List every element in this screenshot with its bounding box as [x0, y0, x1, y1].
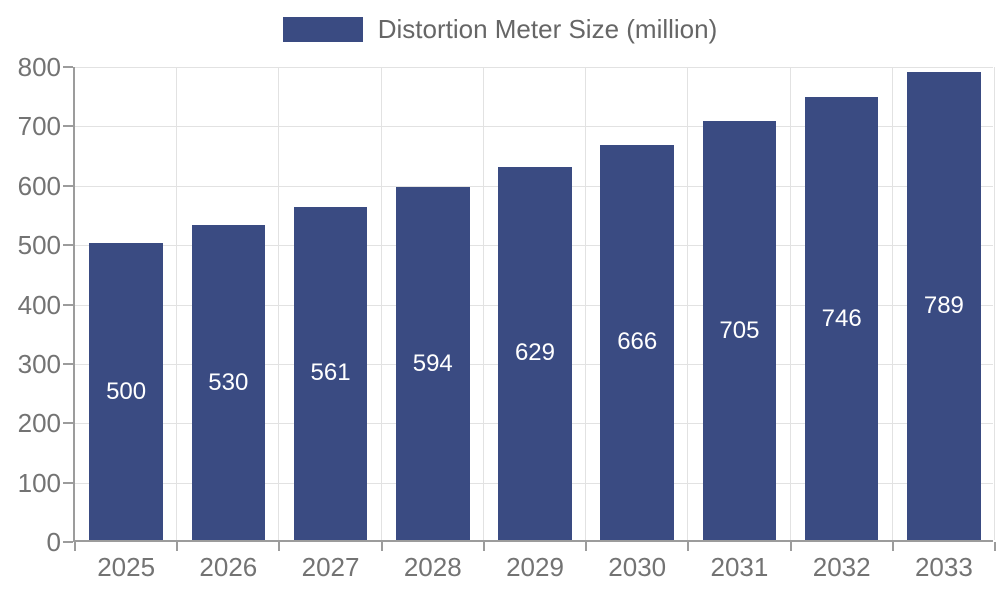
y-axis-tick: [63, 244, 73, 247]
gridline-vertical: [994, 67, 995, 540]
x-tick-label: 2026: [199, 552, 258, 582]
x-tick-label: 2029: [506, 552, 564, 582]
plot-area: 0 100 200 300 400 500 600 700 800 500 2025 530 2026 5…: [18, 54, 996, 580]
gridline-vertical: [789, 67, 791, 540]
x-axis-tick: [278, 542, 281, 551]
bar-value-label: 629: [514, 339, 555, 367]
gridline-vertical: [278, 67, 280, 540]
y-tick-label: 100: [17, 467, 61, 498]
y-tick-label: 0: [46, 527, 61, 557]
x-axis-tick: [994, 542, 996, 551]
x-tick-label: 2031: [710, 552, 769, 582]
gridline-vertical: [891, 67, 893, 540]
bar[interactable]: 666: [600, 144, 675, 540]
legend-item[interactable]: Distortion Meter Size (million): [0, 16, 1000, 42]
gridline-vertical: [482, 67, 484, 540]
y-axis-tick: [63, 66, 73, 68]
y-tick-label: 800: [17, 52, 61, 82]
x-tick-label: 2028: [403, 552, 462, 582]
gridline-horizontal: [75, 67, 993, 68]
gridline-vertical: [687, 67, 689, 540]
bar[interactable]: 500: [89, 243, 163, 540]
y-axis-tick: [63, 125, 73, 128]
x-axis-tick: [891, 542, 894, 551]
gridline-horizontal: [75, 126, 993, 128]
x-axis-tick: [585, 542, 588, 551]
y-tick-label: 400: [17, 289, 61, 320]
bar-value-label: 666: [617, 328, 658, 356]
x-tick-label: 2025: [97, 552, 156, 582]
x-tick-label: 2030: [608, 552, 667, 582]
bar-value-label: 789: [923, 291, 964, 319]
y-axis-tick: [63, 541, 73, 543]
bar-value-label: 500: [106, 377, 147, 405]
x-tick-label: 2033: [914, 552, 973, 582]
y-axis-tick: [63, 303, 73, 306]
gridline-vertical: [176, 67, 178, 540]
bar[interactable]: 629: [498, 166, 572, 540]
y-axis-tick: [63, 184, 73, 187]
y-tick-label: 700: [17, 111, 61, 142]
bar[interactable]: 746: [804, 97, 879, 540]
bar[interactable]: 789: [907, 71, 981, 540]
y-axis-tick: [63, 481, 73, 484]
gridline-vertical: [380, 67, 382, 540]
bar-value-label: 561: [310, 359, 351, 387]
bar-value-label: 705: [719, 316, 760, 344]
x-tick-label: 2027: [301, 552, 360, 582]
legend-label: Distortion Meter Size (million): [377, 14, 718, 44]
y-tick-label: 300: [17, 348, 61, 379]
gridline-vertical: [585, 67, 587, 540]
bar[interactable]: 530: [191, 225, 266, 540]
bar-value-label: 746: [821, 304, 862, 332]
legend-swatch: [282, 16, 363, 42]
bar[interactable]: 561: [293, 206, 368, 540]
bar-value-label: 530: [208, 368, 249, 396]
x-axis-tick: [482, 542, 485, 551]
y-axis-tick: [63, 422, 73, 425]
y-tick-label: 200: [17, 408, 61, 439]
x-axis-tick: [176, 542, 179, 551]
bar[interactable]: 705: [702, 121, 777, 540]
bar[interactable]: 594: [395, 187, 470, 540]
bar-value-label: 594: [412, 349, 453, 377]
x-tick-label: 2032: [812, 552, 871, 582]
y-tick-label: 500: [17, 230, 61, 261]
x-axis-tick: [687, 542, 690, 551]
x-axis-tick: [789, 542, 792, 551]
x-axis-tick: [74, 542, 76, 551]
x-axis-tick: [380, 542, 383, 551]
y-tick-label: 600: [17, 170, 61, 201]
y-axis-tick: [63, 362, 73, 365]
